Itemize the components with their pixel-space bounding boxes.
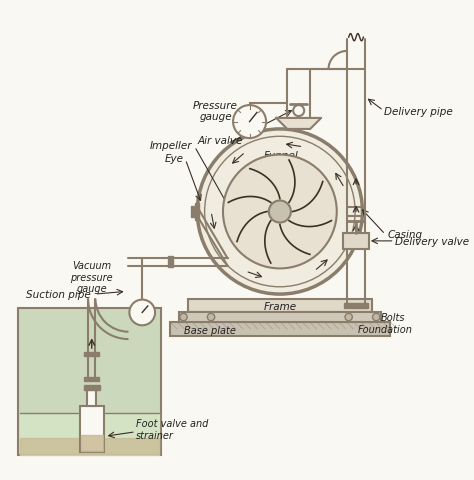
Text: Foot valve and
strainer: Foot valve and strainer xyxy=(136,418,208,440)
Polygon shape xyxy=(276,119,321,130)
Text: Vacuum
pressure
gauge: Vacuum pressure gauge xyxy=(71,261,113,294)
Bar xyxy=(343,233,369,250)
Circle shape xyxy=(129,300,155,325)
Circle shape xyxy=(345,314,352,321)
Text: Pressure
gauge: Pressure gauge xyxy=(193,100,238,122)
Bar xyxy=(179,313,381,322)
Bar xyxy=(188,299,372,313)
Circle shape xyxy=(223,156,337,269)
Bar xyxy=(84,352,99,357)
Bar xyxy=(83,385,100,390)
Circle shape xyxy=(208,314,215,321)
Text: Suction pipe: Suction pipe xyxy=(26,289,91,300)
Bar xyxy=(170,322,390,336)
Text: Air valve: Air valve xyxy=(198,136,243,145)
Bar xyxy=(168,257,173,268)
Text: Delivery pipe: Delivery pipe xyxy=(383,107,452,116)
Circle shape xyxy=(373,314,380,321)
Bar xyxy=(18,308,161,455)
Bar xyxy=(84,377,99,382)
Circle shape xyxy=(233,106,266,139)
Circle shape xyxy=(269,201,291,223)
Text: Impeller: Impeller xyxy=(150,141,193,151)
Text: Bolts: Bolts xyxy=(381,312,405,323)
Text: Casing: Casing xyxy=(387,230,422,240)
Bar xyxy=(80,406,104,452)
Text: Base plate: Base plate xyxy=(183,325,236,336)
Bar xyxy=(344,304,368,308)
Text: Frame: Frame xyxy=(263,301,296,311)
Bar xyxy=(191,206,195,217)
Text: Delivery valve: Delivery valve xyxy=(394,236,469,246)
Circle shape xyxy=(180,314,187,321)
Circle shape xyxy=(293,106,304,117)
Bar xyxy=(195,204,199,220)
Bar xyxy=(87,390,96,406)
Text: Foundation: Foundation xyxy=(358,324,413,334)
Text: Eye: Eye xyxy=(164,154,183,164)
Text: Funnel: Funnel xyxy=(264,150,298,160)
Circle shape xyxy=(197,130,363,295)
